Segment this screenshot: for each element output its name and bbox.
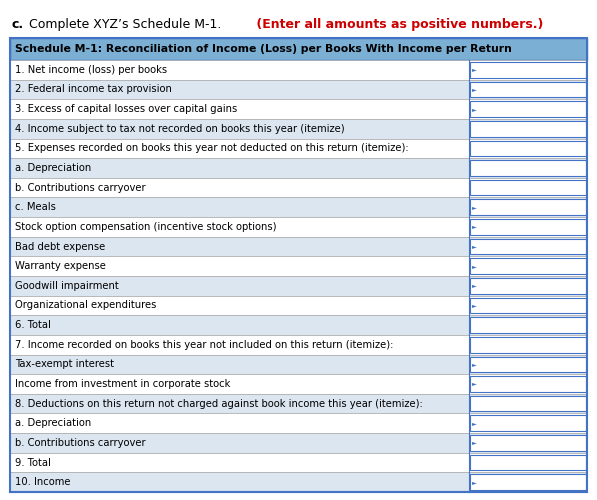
- Bar: [470, 376, 586, 392]
- Text: 6. Total: 6. Total: [15, 320, 51, 330]
- Bar: [470, 416, 586, 431]
- Bar: [470, 238, 586, 254]
- Bar: [10, 60, 587, 80]
- Text: Tax-exempt interest: Tax-exempt interest: [15, 360, 114, 370]
- Text: Organizational expenditures: Organizational expenditures: [15, 300, 156, 310]
- Bar: [10, 276, 587, 295]
- Text: ►: ►: [472, 264, 477, 268]
- Bar: [470, 454, 586, 470]
- Bar: [10, 335, 587, 354]
- Bar: [470, 435, 586, 451]
- Bar: [10, 80, 587, 100]
- Text: Stock option compensation (incentive stock options): Stock option compensation (incentive sto…: [15, 222, 276, 232]
- Bar: [10, 178, 587, 198]
- Text: ►: ►: [472, 284, 477, 288]
- Bar: [10, 138, 587, 158]
- Bar: [470, 101, 586, 117]
- Bar: [10, 414, 587, 433]
- Text: Warranty expense: Warranty expense: [15, 261, 106, 271]
- Text: 3. Excess of capital losses over capital gains: 3. Excess of capital losses over capital…: [15, 104, 237, 114]
- Bar: [470, 317, 586, 333]
- Text: ►: ►: [472, 303, 477, 308]
- Bar: [10, 158, 587, 178]
- Bar: [470, 396, 586, 411]
- Text: ►: ►: [472, 68, 477, 72]
- Text: Bad debt expense: Bad debt expense: [15, 242, 105, 252]
- Bar: [10, 198, 587, 217]
- Text: ►: ►: [472, 106, 477, 112]
- Bar: [470, 219, 586, 235]
- Bar: [10, 119, 587, 139]
- Bar: [10, 236, 587, 256]
- Bar: [470, 82, 586, 98]
- Bar: [10, 394, 587, 413]
- Text: ►: ►: [472, 362, 477, 367]
- Bar: [470, 140, 586, 156]
- Text: ►: ►: [472, 224, 477, 230]
- Text: ►: ►: [472, 440, 477, 446]
- Text: a. Depreciation: a. Depreciation: [15, 418, 91, 428]
- Text: 7. Income recorded on books this year not included on this return (itemize):: 7. Income recorded on books this year no…: [15, 340, 393, 349]
- Bar: [470, 200, 586, 215]
- Bar: [10, 296, 587, 316]
- Text: a. Depreciation: a. Depreciation: [15, 163, 91, 173]
- Text: 5. Expenses recorded on books this year not deducted on this return (itemize):: 5. Expenses recorded on books this year …: [15, 144, 408, 154]
- Text: b. Contributions carryover: b. Contributions carryover: [15, 438, 146, 448]
- Text: ►: ►: [472, 480, 477, 484]
- Text: ►: ►: [472, 382, 477, 386]
- Text: 2. Federal income tax provision: 2. Federal income tax provision: [15, 84, 172, 94]
- Bar: [10, 433, 587, 452]
- Bar: [10, 217, 587, 236]
- Text: ►: ►: [472, 87, 477, 92]
- Text: c. Meals: c. Meals: [15, 202, 56, 212]
- Bar: [10, 354, 587, 374]
- Text: 8. Deductions on this return not charged against book income this year (itemize): 8. Deductions on this return not charged…: [15, 398, 423, 408]
- Text: ►: ►: [472, 421, 477, 426]
- Bar: [10, 38, 587, 60]
- Bar: [470, 337, 586, 352]
- Bar: [470, 474, 586, 490]
- Bar: [10, 472, 587, 492]
- Bar: [470, 258, 586, 274]
- Bar: [10, 374, 587, 394]
- Text: 10. Income: 10. Income: [15, 477, 70, 487]
- Bar: [10, 100, 587, 119]
- Text: b. Contributions carryover: b. Contributions carryover: [15, 182, 146, 192]
- Bar: [470, 278, 586, 293]
- Bar: [470, 160, 586, 176]
- Bar: [470, 62, 586, 78]
- Bar: [10, 452, 587, 472]
- Text: Goodwill impairment: Goodwill impairment: [15, 281, 119, 291]
- Bar: [10, 256, 587, 276]
- Bar: [470, 180, 586, 196]
- Text: c.: c.: [12, 18, 24, 31]
- Text: 4. Income subject to tax not recorded on books this year (itemize): 4. Income subject to tax not recorded on…: [15, 124, 344, 134]
- Text: ►: ►: [472, 205, 477, 210]
- Text: 9. Total: 9. Total: [15, 458, 51, 468]
- Text: Complete XYZ’s Schedule M-1.: Complete XYZ’s Schedule M-1.: [25, 18, 221, 31]
- Bar: [470, 121, 586, 136]
- Text: Income from investment in corporate stock: Income from investment in corporate stoc…: [15, 379, 230, 389]
- Bar: [10, 316, 587, 335]
- Text: ►: ►: [472, 244, 477, 249]
- Text: 1. Net income (loss) per books: 1. Net income (loss) per books: [15, 65, 167, 75]
- Bar: [470, 298, 586, 314]
- Text: Schedule M-1: Reconciliation of Income (Loss) per Books With Income per Return: Schedule M-1: Reconciliation of Income (…: [15, 44, 512, 54]
- Bar: [470, 356, 586, 372]
- Text: (Enter all amounts as positive numbers.): (Enter all amounts as positive numbers.): [252, 18, 543, 31]
